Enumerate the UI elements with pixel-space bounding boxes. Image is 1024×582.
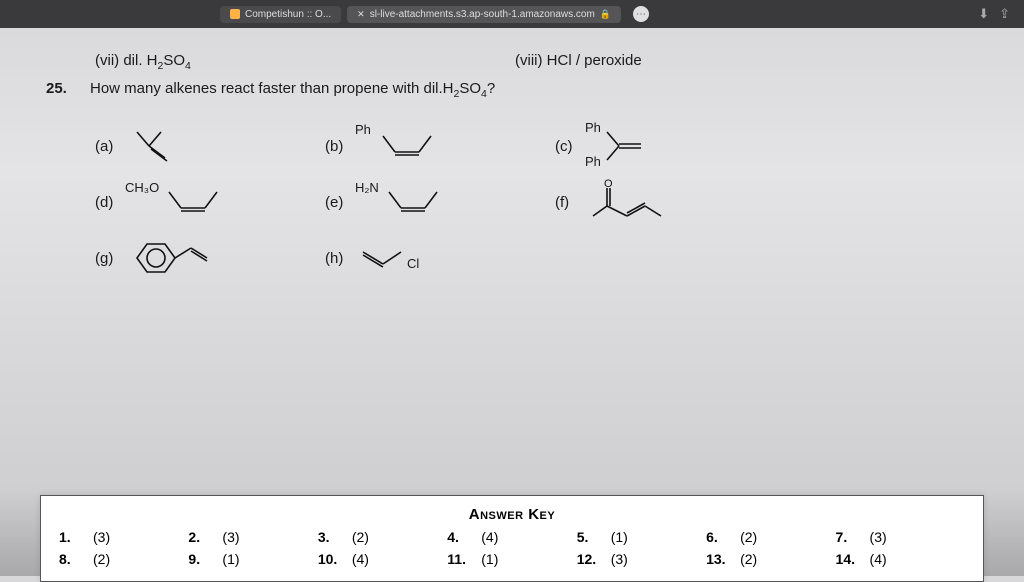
- options-grid: (a) (b) Ph (c): [40, 118, 954, 286]
- close-icon[interactable]: ✕: [357, 9, 365, 20]
- option-b: (b) Ph: [325, 118, 555, 174]
- structure-a: [125, 124, 185, 168]
- item-viii: (viii) HCl / peroxide: [515, 52, 642, 72]
- option-c-label: (c): [555, 138, 585, 155]
- option-g: (g): [95, 230, 325, 286]
- svg-text:O: O: [604, 178, 613, 190]
- option-d-label: (d): [95, 194, 125, 211]
- structure-h: Cl: [355, 238, 439, 278]
- option-b-label: (b): [325, 138, 355, 155]
- option-h: (h) Cl: [325, 230, 555, 286]
- option-a: (a): [95, 118, 325, 174]
- answer-row-2: 8.(2) 9.(1) 10.(4) 11.(1) 12.(3) 13.(2) …: [59, 551, 965, 567]
- structure-b: Ph: [355, 126, 445, 166]
- lock-icon: 🔒: [600, 9, 611, 20]
- option-f-label: (f): [555, 194, 585, 211]
- structure-c: Ph Ph: [585, 124, 655, 168]
- share-icon[interactable]: ⇪: [999, 6, 1010, 22]
- download-icon[interactable]: ⬇: [978, 6, 989, 22]
- favicon-icon: [230, 9, 240, 19]
- item-vii: (vii) dil. H2SO4: [95, 52, 515, 72]
- option-f: (f) O: [555, 174, 785, 230]
- browser-tab[interactable]: Competishun :: O...: [220, 6, 341, 23]
- option-d: (d) CH₃O: [95, 174, 325, 230]
- page-content: (vii) dil. H2SO4 (viii) HCl / peroxide 2…: [0, 28, 1024, 286]
- option-e-label: (e): [325, 194, 355, 211]
- structure-f: O: [585, 178, 671, 226]
- option-g-label: (g): [95, 250, 125, 267]
- menu-button[interactable]: ⋯: [633, 6, 649, 22]
- option-e: (e) H₂N: [325, 174, 555, 230]
- context-row: (vii) dil. H2SO4 (viii) HCl / peroxide: [40, 52, 954, 72]
- tab-label: Competishun :: O...: [245, 9, 331, 20]
- browser-address-bar: Competishun :: O... ✕ sl-live-attachment…: [0, 0, 1024, 28]
- structure-g: [125, 234, 215, 282]
- structure-d: CH₃O: [125, 182, 241, 222]
- option-c: (c) Ph Ph: [555, 118, 785, 174]
- answer-key-panel: Answer Key 1.(3) 2.(3) 3.(2) 4.(4) 5.(1)…: [40, 495, 984, 582]
- option-h-label: (h): [325, 250, 355, 267]
- option-a-label: (a): [95, 138, 125, 155]
- url-text: sl-live-attachments.s3.ap-south-1.amazon…: [370, 9, 595, 20]
- question-number: 25.: [40, 80, 90, 100]
- question-text: How many alkenes react faster than prope…: [90, 80, 495, 100]
- question-25: 25. How many alkenes react faster than p…: [40, 80, 954, 100]
- structure-e: H₂N: [355, 182, 461, 222]
- answer-row-1: 1.(3) 2.(3) 3.(2) 4.(4) 5.(1) 6.(2) 7.(3…: [59, 529, 965, 545]
- answer-key-title: Answer Key: [59, 506, 965, 523]
- url-pill[interactable]: ✕ sl-live-attachments.s3.ap-south-1.amaz…: [347, 6, 621, 23]
